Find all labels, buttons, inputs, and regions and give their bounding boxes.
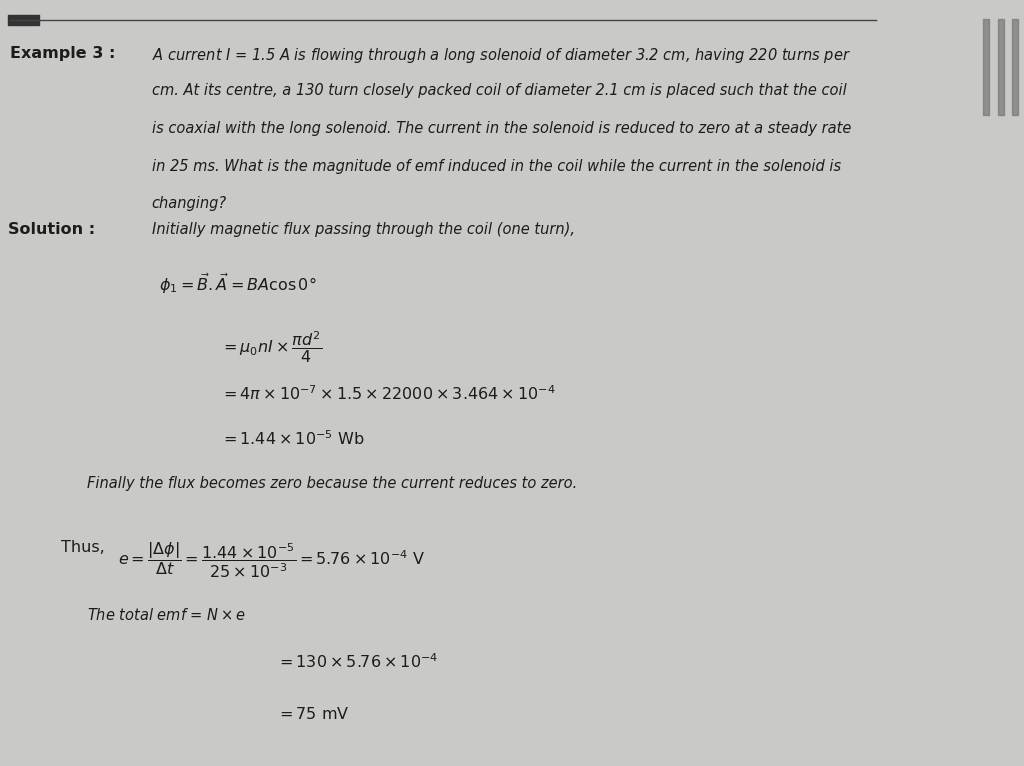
Text: changing?: changing? — [152, 196, 226, 211]
Text: cm. At its centre, a 130 turn closely packed coil of diameter 2.1 cm is placed s: cm. At its centre, a 130 turn closely pa… — [152, 83, 846, 99]
Text: $= 130 \times 5.76 \times 10^{-4}$: $= 130 \times 5.76 \times 10^{-4}$ — [276, 653, 438, 671]
Text: Finally the flux becomes zero because the current reduces to zero.: Finally the flux becomes zero because th… — [87, 476, 578, 492]
Text: Thus,: Thus, — [61, 540, 105, 555]
Text: Solution :: Solution : — [8, 222, 95, 237]
Text: $\phi_1 = \vec{B}.\vec{A} = BA\cos 0°$: $\phi_1 = \vec{B}.\vec{A} = BA\cos 0°$ — [159, 272, 316, 296]
Text: A current $I$ = 1.5 A is flowing through a long solenoid of diameter 3.2 cm, hav: A current $I$ = 1.5 A is flowing through… — [152, 46, 850, 65]
Text: is coaxial with the long solenoid. The current in the solenoid is reduced to zer: is coaxial with the long solenoid. The c… — [152, 121, 851, 136]
Text: in 25 ms. What is the magnitude of emf induced in the coil while the current in : in 25 ms. What is the magnitude of emf i… — [152, 159, 841, 174]
Text: $= 1.44 \times 10^{-5}$ Wb: $= 1.44 \times 10^{-5}$ Wb — [220, 429, 365, 447]
Text: $= 4\pi \times 10^{-7} \times 1.5 \times 22000 \times 3.464 \times 10^{-4}$: $= 4\pi \times 10^{-7} \times 1.5 \times… — [220, 385, 556, 403]
Text: The total emf = $N \times e$: The total emf = $N \times e$ — [87, 607, 246, 623]
Text: Example 3 :: Example 3 : — [10, 46, 116, 61]
Text: $= 75$ mV: $= 75$ mV — [276, 706, 350, 722]
Text: Initially magnetic flux passing through the coil (one turn),: Initially magnetic flux passing through … — [152, 222, 574, 237]
Text: $= \mu_0 n I \times \dfrac{\pi d^2}{4}$: $= \mu_0 n I \times \dfrac{\pi d^2}{4}$ — [220, 329, 323, 365]
Text: $e = \dfrac{|\Delta\phi|}{\Delta t} = \dfrac{1.44\times10^{-5}}{25\times10^{-3}}: $e = \dfrac{|\Delta\phi|}{\Delta t} = \d… — [118, 540, 425, 580]
